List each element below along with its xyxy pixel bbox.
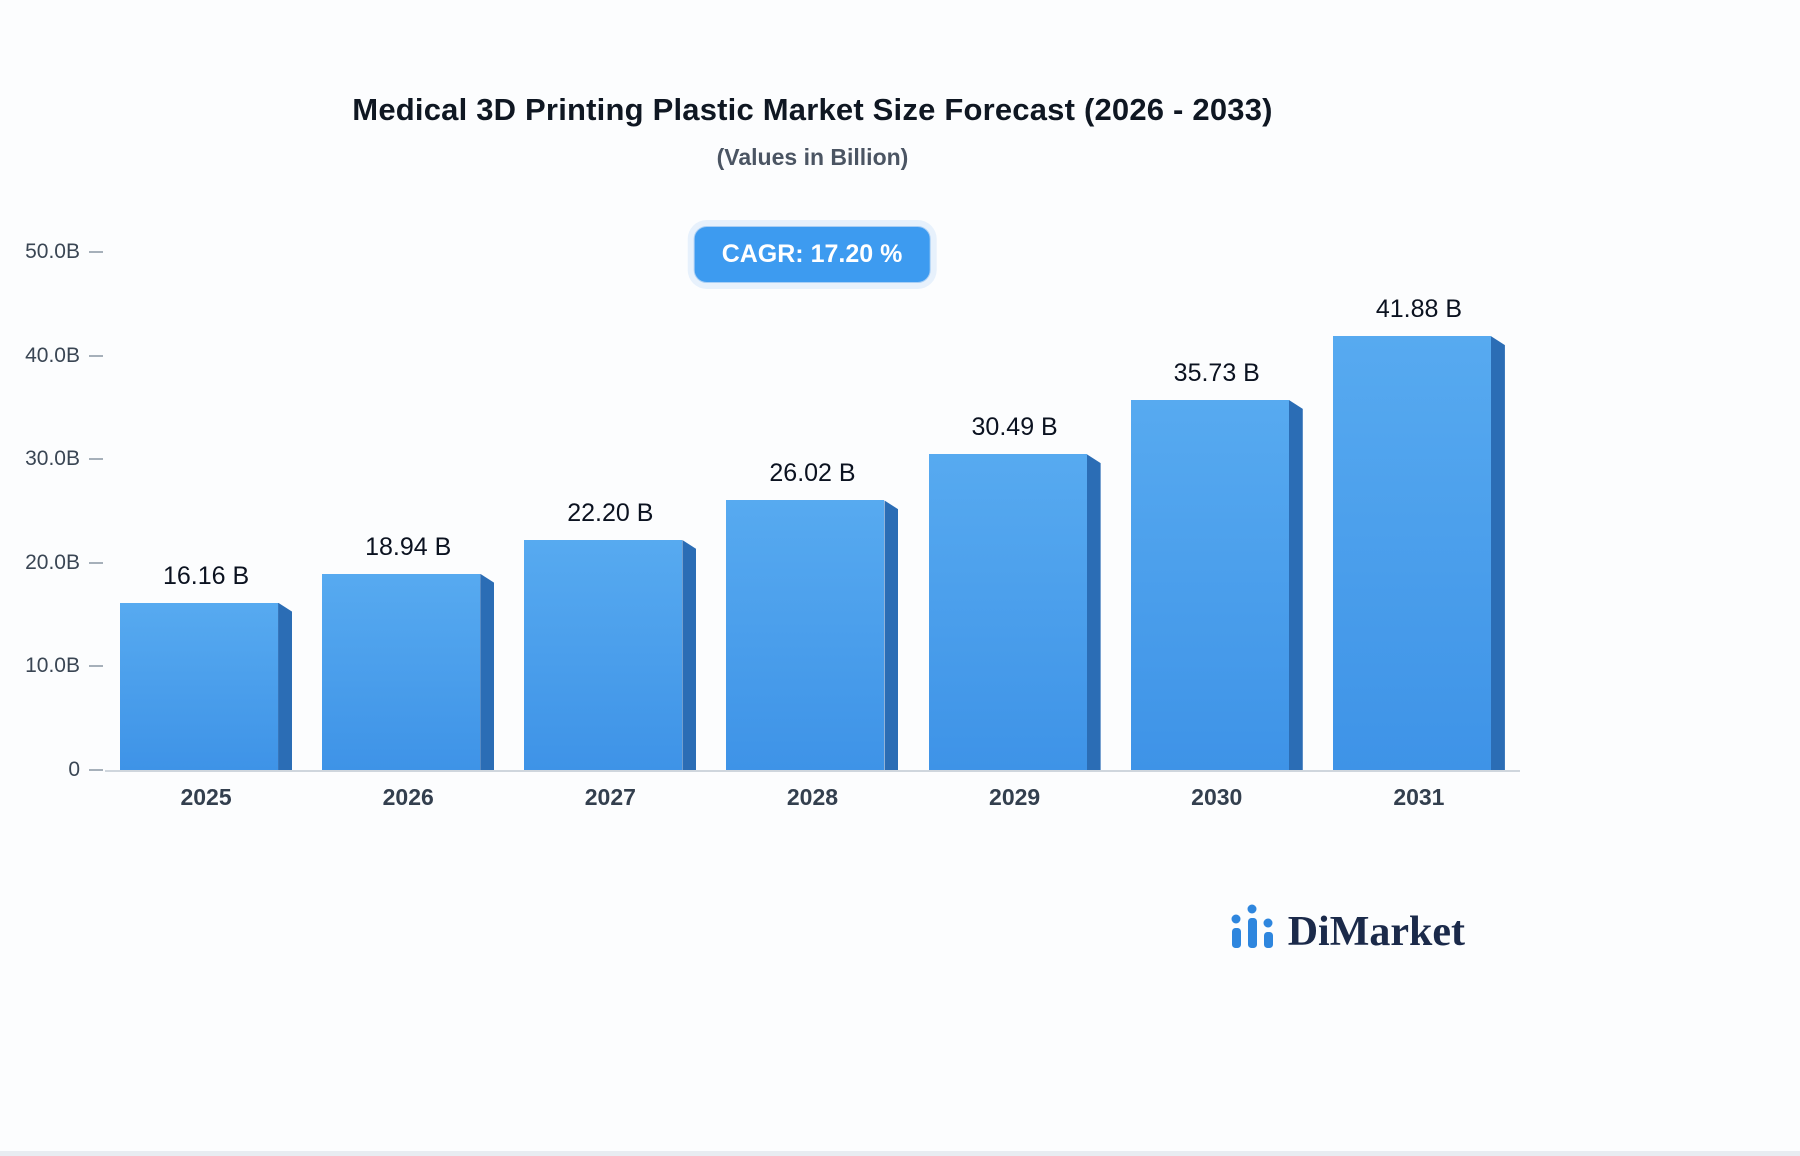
x-axis-label-2029: 2029 xyxy=(989,784,1041,810)
y-axis-tick-mark xyxy=(89,769,103,771)
bar-2026: 18.94 B xyxy=(322,533,495,770)
bar-value-label: 30.49 B xyxy=(971,413,1058,442)
y-axis-tick-label: 10.0B xyxy=(25,654,80,678)
bar-chart-logo-icon xyxy=(1230,902,1276,953)
bar-side-3d xyxy=(1490,336,1505,770)
chart-subtitle: (Values in Billion) xyxy=(716,144,909,170)
dimarket-logo-text: DiMarket xyxy=(1287,909,1465,955)
x-axis-label-2030: 2030 xyxy=(1191,784,1243,810)
bar-slot: 16.16 B xyxy=(105,252,307,770)
bar-2031: 41.88 B xyxy=(1332,295,1505,770)
bar-face xyxy=(120,602,279,770)
bar-value-label: 26.02 B xyxy=(769,459,856,488)
bar-value-label: 22.20 B xyxy=(567,499,654,528)
y-axis-tick-mark xyxy=(89,251,103,253)
bar-side-3d xyxy=(1288,399,1303,770)
y-axis-tick: 30.0B xyxy=(25,447,103,471)
cagr-badge: CAGR: 17.20 % xyxy=(693,226,931,283)
bar-side-3d xyxy=(480,573,495,770)
bar-slot: 41.88 B xyxy=(1318,252,1520,770)
bar-slot: 22.20 B xyxy=(509,252,711,770)
footer-divider xyxy=(0,1151,1800,1156)
bar-slot: 26.02 B xyxy=(711,252,913,770)
y-axis-tick: 50.0B xyxy=(25,240,103,264)
x-axis-label-2026: 2026 xyxy=(382,784,434,810)
dimarket-logo: DiMarket xyxy=(1230,902,1465,953)
y-axis-tick-mark xyxy=(89,665,103,668)
bar-value-label: 41.88 B xyxy=(1375,295,1462,324)
bar-slot: 35.73 B xyxy=(1116,252,1318,770)
x-axis-label-2031: 2031 xyxy=(1393,784,1445,810)
bar-2028: 26.02 B xyxy=(726,459,899,770)
y-axis-tick-label: 50.0B xyxy=(25,240,80,263)
bar-value-label: 35.73 B xyxy=(1173,358,1260,387)
bar-side-3d xyxy=(682,540,697,770)
chart-header: Medical 3D Printing Plastic Market Size … xyxy=(105,92,1520,171)
y-axis-tick: 20.0B xyxy=(25,551,103,575)
bar-slot: 18.94 B xyxy=(307,252,509,770)
x-axis-label-2027: 2027 xyxy=(584,784,636,810)
y-axis-tick-mark xyxy=(89,458,103,461)
bar-side-3d xyxy=(884,500,899,770)
y-axis-tick-label: 20.0B xyxy=(25,550,80,574)
bar-value-label: 16.16 B xyxy=(162,561,250,590)
y-axis-tick: 0 xyxy=(68,758,103,782)
chart-title: Medical 3D Printing Plastic Market Size … xyxy=(352,92,1273,127)
bar-face xyxy=(1130,399,1289,770)
bar-2029: 30.49 B xyxy=(928,413,1101,770)
bar-2027: 22.20 B xyxy=(524,499,697,770)
y-axis-tick-mark xyxy=(89,354,103,357)
y-axis-tick: 40.0B xyxy=(25,344,103,368)
y-axis-tick-mark xyxy=(89,561,103,564)
bar-side-3d xyxy=(278,602,293,770)
x-axis-label-2025: 2025 xyxy=(180,784,232,810)
bar-face xyxy=(1332,336,1491,770)
bar-face xyxy=(322,573,481,770)
y-axis: 0 10.0B 20.0B 30.0B 40.0B 50.0B xyxy=(0,240,103,781)
x-axis: 2025 2026 2027 2028 2029 2030 2031 xyxy=(105,784,1520,811)
bar-2030: 35.73 B xyxy=(1130,359,1303,770)
bar-face xyxy=(524,540,683,770)
bar-2025: 16.16 B xyxy=(120,562,293,770)
x-axis-label-2028: 2028 xyxy=(786,784,839,810)
plot-area: 16.16 B 18.94 B 22.20 B 26.02 B 30.49 B 35.73… xyxy=(105,252,1520,772)
bar-slot: 30.49 B xyxy=(914,252,1116,770)
y-axis-tick-label: 0 xyxy=(68,758,80,781)
bar-side-3d xyxy=(1086,454,1101,770)
bar-face xyxy=(726,500,885,770)
y-axis-tick-label: 30.0B xyxy=(25,447,80,471)
y-axis-tick-label: 40.0B xyxy=(25,343,80,367)
y-axis-tick: 10.0B xyxy=(25,654,103,678)
bar-value-label: 18.94 B xyxy=(365,532,452,561)
bar-face xyxy=(928,454,1087,770)
